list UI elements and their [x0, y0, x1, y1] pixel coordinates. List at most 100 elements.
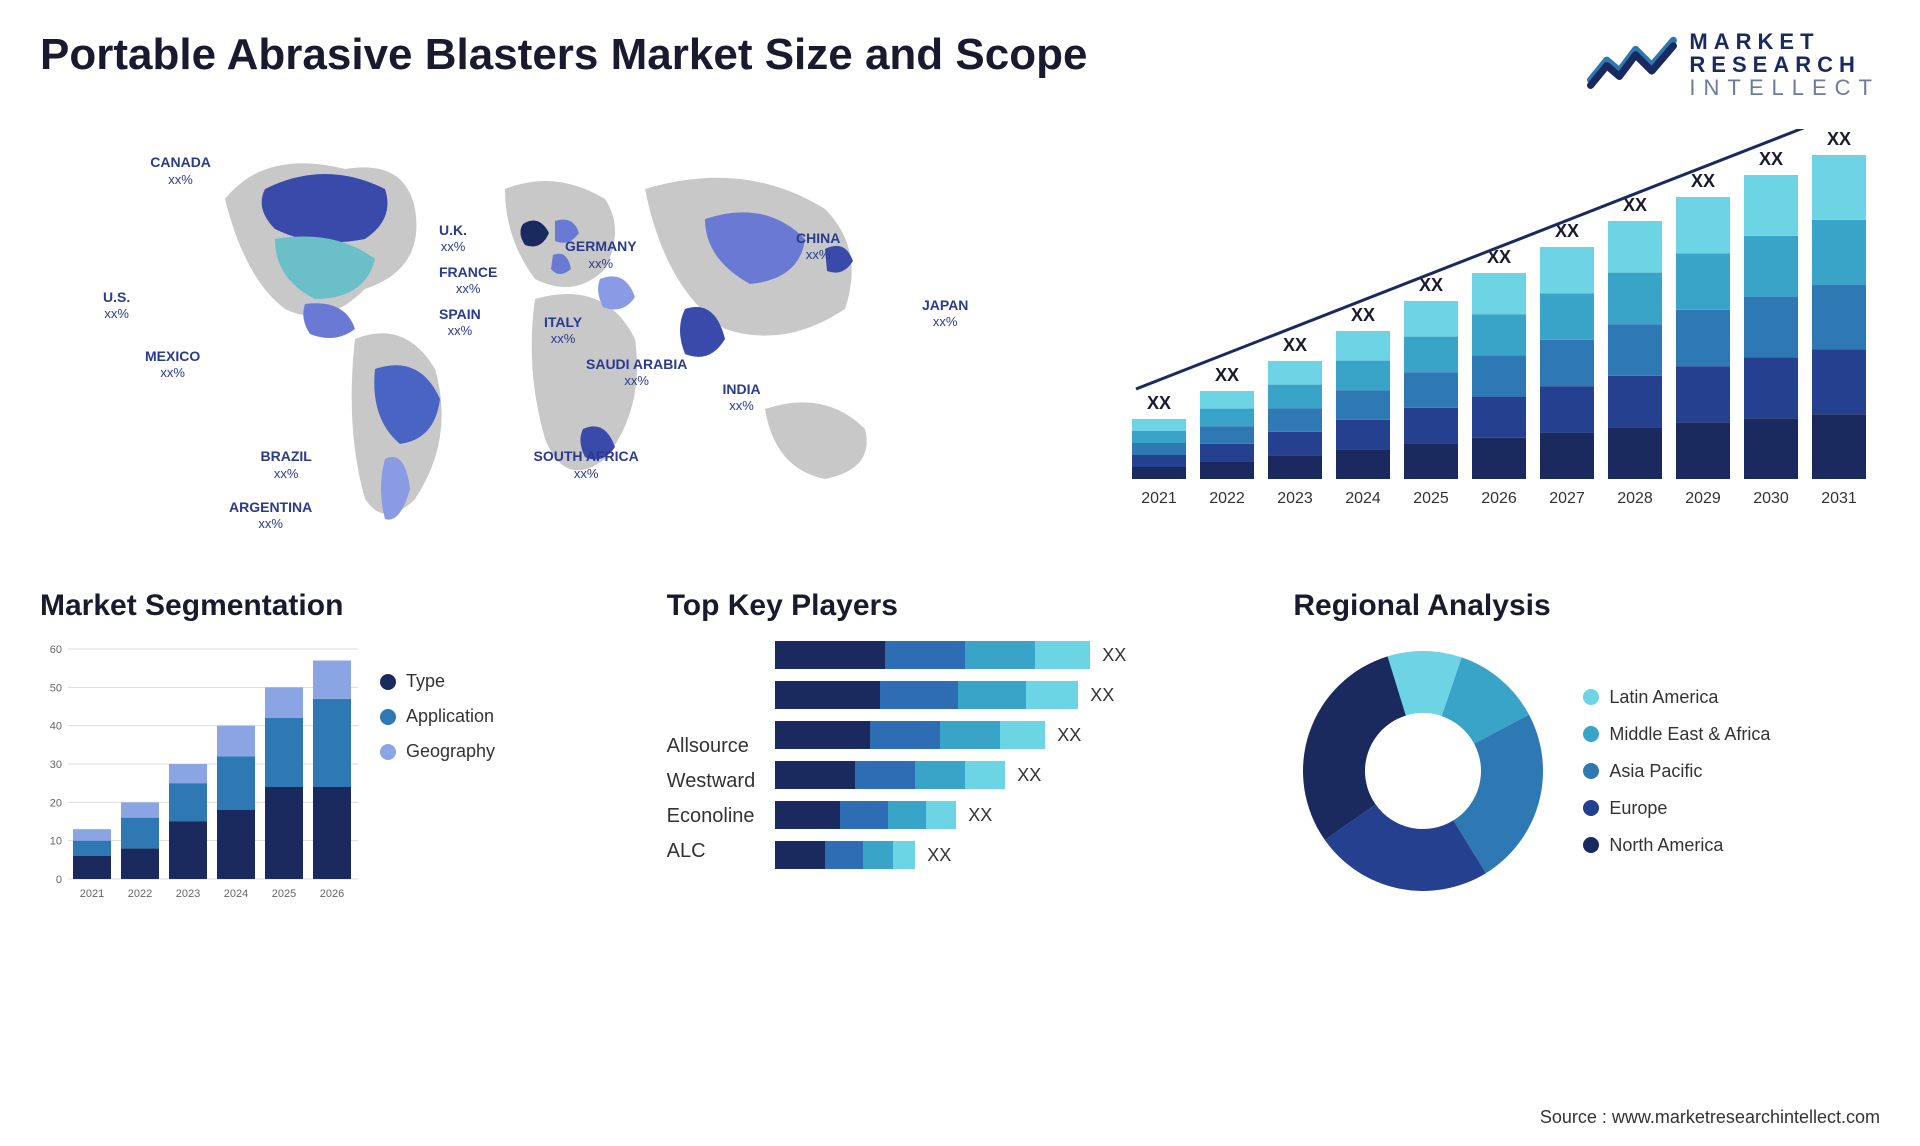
regional-title: Regional Analysis [1293, 589, 1880, 623]
segmentation-bar-chart: 0102030405060202120222023202420252026 [40, 641, 360, 901]
svg-text:2025: 2025 [272, 888, 296, 900]
svg-text:2026: 2026 [320, 888, 344, 900]
world-map-panel: CANADAxx%U.S.xx%MEXICOxx%BRAZILxx%ARGENT… [40, 129, 1090, 549]
svg-text:40: 40 [50, 721, 62, 733]
legend-item: Application [380, 706, 495, 727]
legend-swatch-icon [1583, 763, 1599, 779]
regional-legend: Latin America Middle East & Africa Asia Pa… [1583, 687, 1770, 856]
key-player-bar [775, 761, 1005, 789]
svg-text:2023: 2023 [176, 888, 200, 900]
regional-donut-chart [1293, 641, 1553, 901]
svg-text:2025: 2025 [1413, 490, 1449, 507]
key-players-panel: Top Key Players AllsourceWestwardEconoli… [667, 589, 1254, 901]
svg-text:2031: 2031 [1821, 490, 1857, 507]
map-label: CHINAxx% [796, 230, 840, 263]
key-player-name: Westward [667, 770, 756, 793]
map-label: INDIAxx% [723, 381, 761, 414]
svg-text:20: 20 [50, 798, 62, 810]
source-text: Source : www.marketresearchintellect.com [1540, 1107, 1880, 1128]
logo-icon [1587, 32, 1677, 97]
logo-line2: RESEARCH [1689, 53, 1880, 76]
svg-text:2022: 2022 [1209, 490, 1245, 507]
legend-swatch-icon [1583, 800, 1599, 816]
legend-item: Geography [380, 741, 495, 762]
bar-segment [885, 641, 965, 669]
map-label: SPAINxx% [439, 306, 481, 339]
legend-swatch-icon [1583, 689, 1599, 705]
key-player-bar-row: XX [775, 681, 1253, 709]
svg-text:2027: 2027 [1549, 490, 1585, 507]
key-player-bar-row: XX [775, 761, 1253, 789]
bar-segment [775, 721, 870, 749]
key-player-bar-row: XX [775, 721, 1253, 749]
map-label: FRANCExx% [439, 264, 497, 297]
bar-segment [926, 801, 956, 829]
segmentation-panel: Market Segmentation 01020304050602021202… [40, 589, 627, 901]
segmentation-legend: Type Application Geography [380, 641, 495, 901]
bar-segment [840, 801, 888, 829]
bar-segment [863, 841, 893, 869]
legend-item: Latin America [1583, 687, 1770, 708]
bar-segment [965, 641, 1035, 669]
bar-segment [825, 841, 863, 869]
map-label: ARGENTINAxx% [229, 499, 312, 532]
svg-text:2024: 2024 [224, 888, 248, 900]
legend-item: Middle East & Africa [1583, 724, 1770, 745]
svg-text:0: 0 [56, 874, 62, 886]
key-player-bar [775, 801, 956, 829]
bottom-row: Market Segmentation 01020304050602021202… [40, 589, 1880, 901]
legend-label: Middle East & Africa [1609, 724, 1770, 745]
growth-chart-panel: XX2021XX2022XX2023XX2024XX2025XX2026XX20… [1120, 129, 1880, 549]
bar-segment [958, 681, 1026, 709]
logo-line3: INTELLECT [1689, 76, 1880, 99]
svg-text:50: 50 [50, 683, 62, 695]
segmentation-title: Market Segmentation [40, 589, 627, 623]
map-label: CANADAxx% [150, 154, 211, 187]
logo: MARKET RESEARCH INTELLECT [1587, 30, 1880, 99]
svg-text:2021: 2021 [80, 888, 104, 900]
key-player-bar [775, 681, 1078, 709]
map-label: U.K.xx% [439, 222, 467, 255]
key-player-bar [775, 841, 915, 869]
svg-text:XX: XX [1351, 305, 1375, 325]
map-label: SOUTH AFRICAxx% [534, 448, 639, 481]
key-player-value: XX [1057, 725, 1081, 746]
map-label: MEXICOxx% [145, 348, 200, 381]
key-player-value: XX [968, 805, 992, 826]
header: Portable Abrasive Blasters Market Size a… [40, 30, 1880, 99]
legend-item: Asia Pacific [1583, 761, 1770, 782]
legend-item: North America [1583, 835, 1770, 856]
svg-text:10: 10 [50, 836, 62, 848]
key-player-bar-row: XX [775, 641, 1253, 669]
legend-item: Europe [1583, 798, 1770, 819]
key-player-name: Econoline [667, 805, 756, 828]
svg-text:XX: XX [1215, 365, 1239, 385]
svg-text:2028: 2028 [1617, 490, 1653, 507]
legend-label: Application [406, 706, 494, 727]
key-players-names: AllsourceWestwardEconolineALC [667, 641, 756, 869]
legend-swatch-icon [380, 709, 396, 725]
key-player-bar-row: XX [775, 801, 1253, 829]
logo-text: MARKET RESEARCH INTELLECT [1689, 30, 1880, 99]
key-player-value: XX [1017, 765, 1041, 786]
legend-label: Latin America [1609, 687, 1718, 708]
svg-text:30: 30 [50, 759, 62, 771]
bar-segment [1000, 721, 1045, 749]
key-player-bar [775, 641, 1090, 669]
svg-text:XX: XX [1691, 171, 1715, 191]
map-label: JAPANxx% [922, 297, 968, 330]
map-label: ITALYxx% [544, 314, 582, 347]
svg-text:XX: XX [1147, 393, 1171, 413]
legend-item: Type [380, 671, 495, 692]
legend-label: Type [406, 671, 445, 692]
legend-label: Asia Pacific [1609, 761, 1702, 782]
key-players-title: Top Key Players [667, 589, 1254, 623]
bar-segment [775, 761, 855, 789]
map-label: U.S.xx% [103, 289, 130, 322]
svg-text:2022: 2022 [128, 888, 152, 900]
top-row: CANADAxx%U.S.xx%MEXICOxx%BRAZILxx%ARGENT… [40, 129, 1880, 549]
bar-segment [775, 641, 885, 669]
bar-segment [1026, 681, 1078, 709]
svg-text:2026: 2026 [1481, 490, 1517, 507]
svg-text:XX: XX [1283, 335, 1307, 355]
